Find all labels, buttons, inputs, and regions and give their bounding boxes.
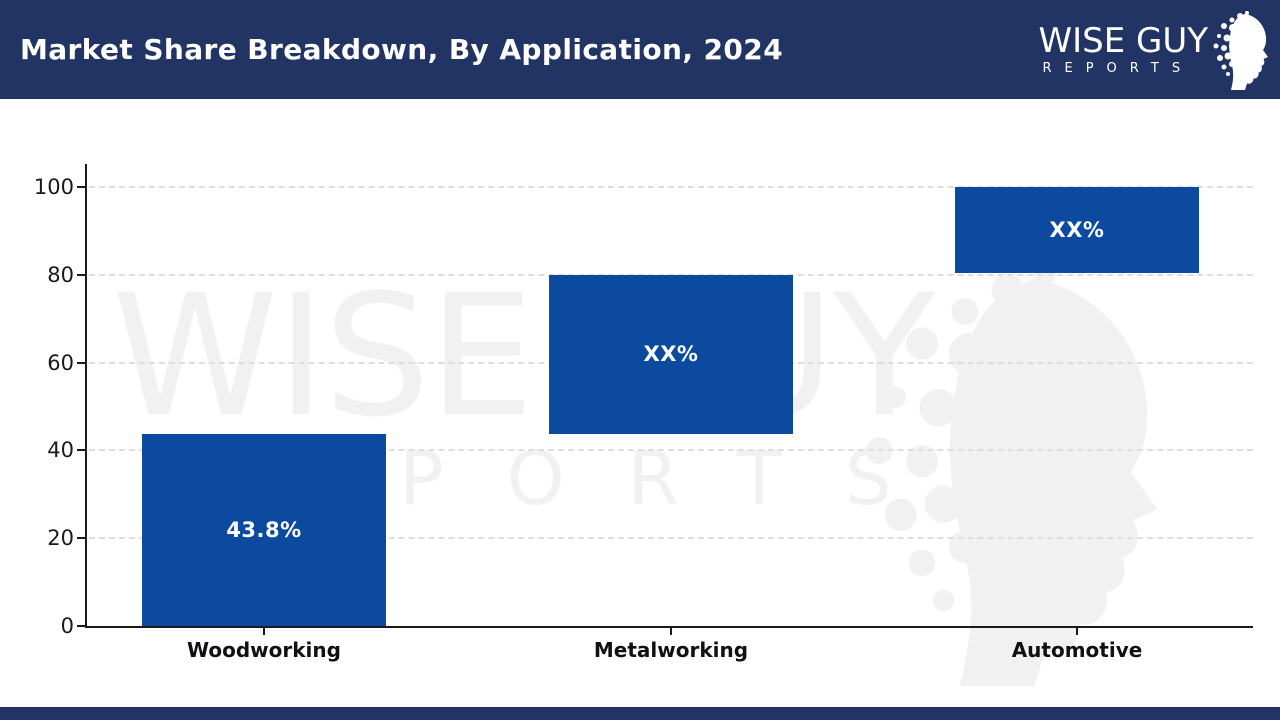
gridline-100 [89,186,1253,188]
bar-automotive: XX% [955,187,1199,274]
chart-title: Market Share Breakdown, By Application, … [20,33,784,66]
y-tick-60 [77,361,86,364]
y-tick-label-100: 100 [33,175,74,199]
bar-value-label: XX% [1049,218,1105,243]
logo-head-icon [1210,10,1272,90]
logo-text: WISE GUY REPORTS [1038,24,1208,75]
y-tick-label-60: 60 [47,350,74,375]
x-tick-woodworking [263,628,265,635]
y-tick-label-20: 20 [47,526,74,551]
y-tick-20 [77,537,86,540]
y-tick-label-40: 40 [47,438,74,463]
gridline-20 [89,537,1253,540]
header-bar: Market Share Breakdown, By Application, … [0,0,1280,99]
x-tick-metalworking [670,628,672,635]
y-tick-label-0: 0 [60,614,74,638]
y-tick-80 [77,273,86,276]
wise-guy-logo: WISE GUY REPORTS [1038,10,1272,90]
bar-value-label: XX% [643,342,699,367]
x-category-label-automotive: Automotive [1011,638,1143,662]
y-tick-label-80: 80 [47,262,74,287]
x-category-label-metalworking: Metalworking [593,638,749,662]
x-category-label-woodworking: Woodworking [187,638,341,662]
logo-subtext: REPORTS [1042,61,1194,76]
y-tick-40 [77,449,86,452]
bar-metalworking: XX% [549,274,793,434]
y-axis-line [85,164,87,628]
gridline-40 [89,449,1253,452]
x-tick-automotive [1076,628,1078,635]
y-tick-0 [77,625,86,627]
bar-value-label: 43.8% [226,517,302,542]
footer-bar [0,707,1280,720]
y-tick-100 [77,186,86,188]
x-axis-line [85,626,1253,628]
logo-wordmark: WISE GUY [1038,21,1208,61]
bar-woodworking: 43.8% [142,433,386,626]
